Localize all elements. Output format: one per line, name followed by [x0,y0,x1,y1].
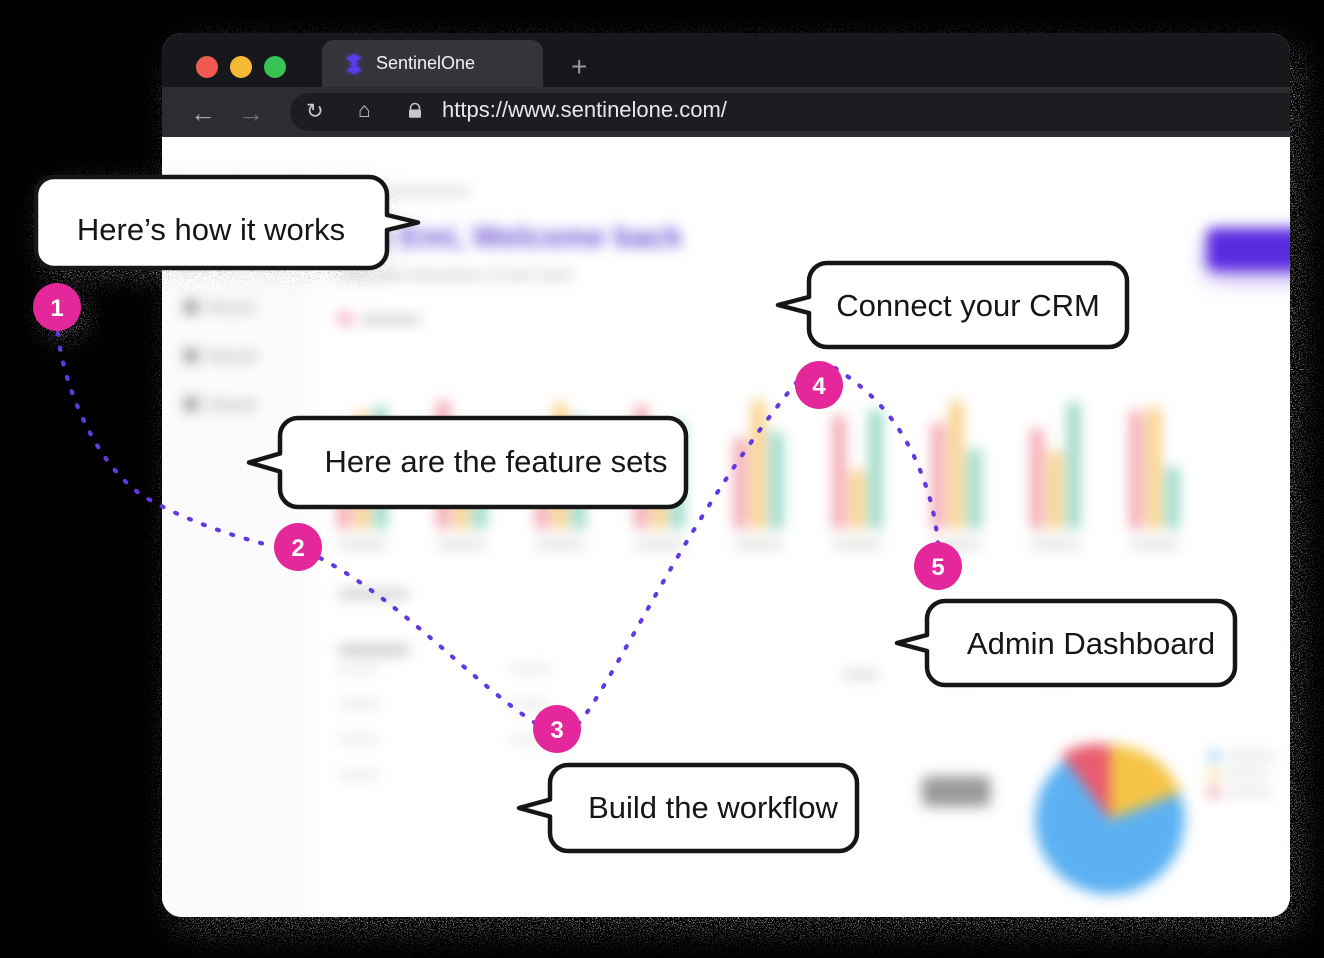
svg-text:Here are the feature sets: Here are the feature sets [325,444,668,479]
svg-text:4: 4 [812,373,826,400]
svg-text:2: 2 [291,535,304,562]
svg-text:5: 5 [931,554,944,581]
svg-text:Here’s how it works: Here’s how it works [77,212,345,247]
svg-text:Connect your CRM: Connect your CRM [836,288,1100,323]
svg-text:Build the workflow: Build the workflow [588,790,838,825]
svg-text:1: 1 [50,295,63,322]
svg-text:Admin Dashboard: Admin Dashboard [967,626,1215,661]
svg-text:3: 3 [550,717,563,744]
